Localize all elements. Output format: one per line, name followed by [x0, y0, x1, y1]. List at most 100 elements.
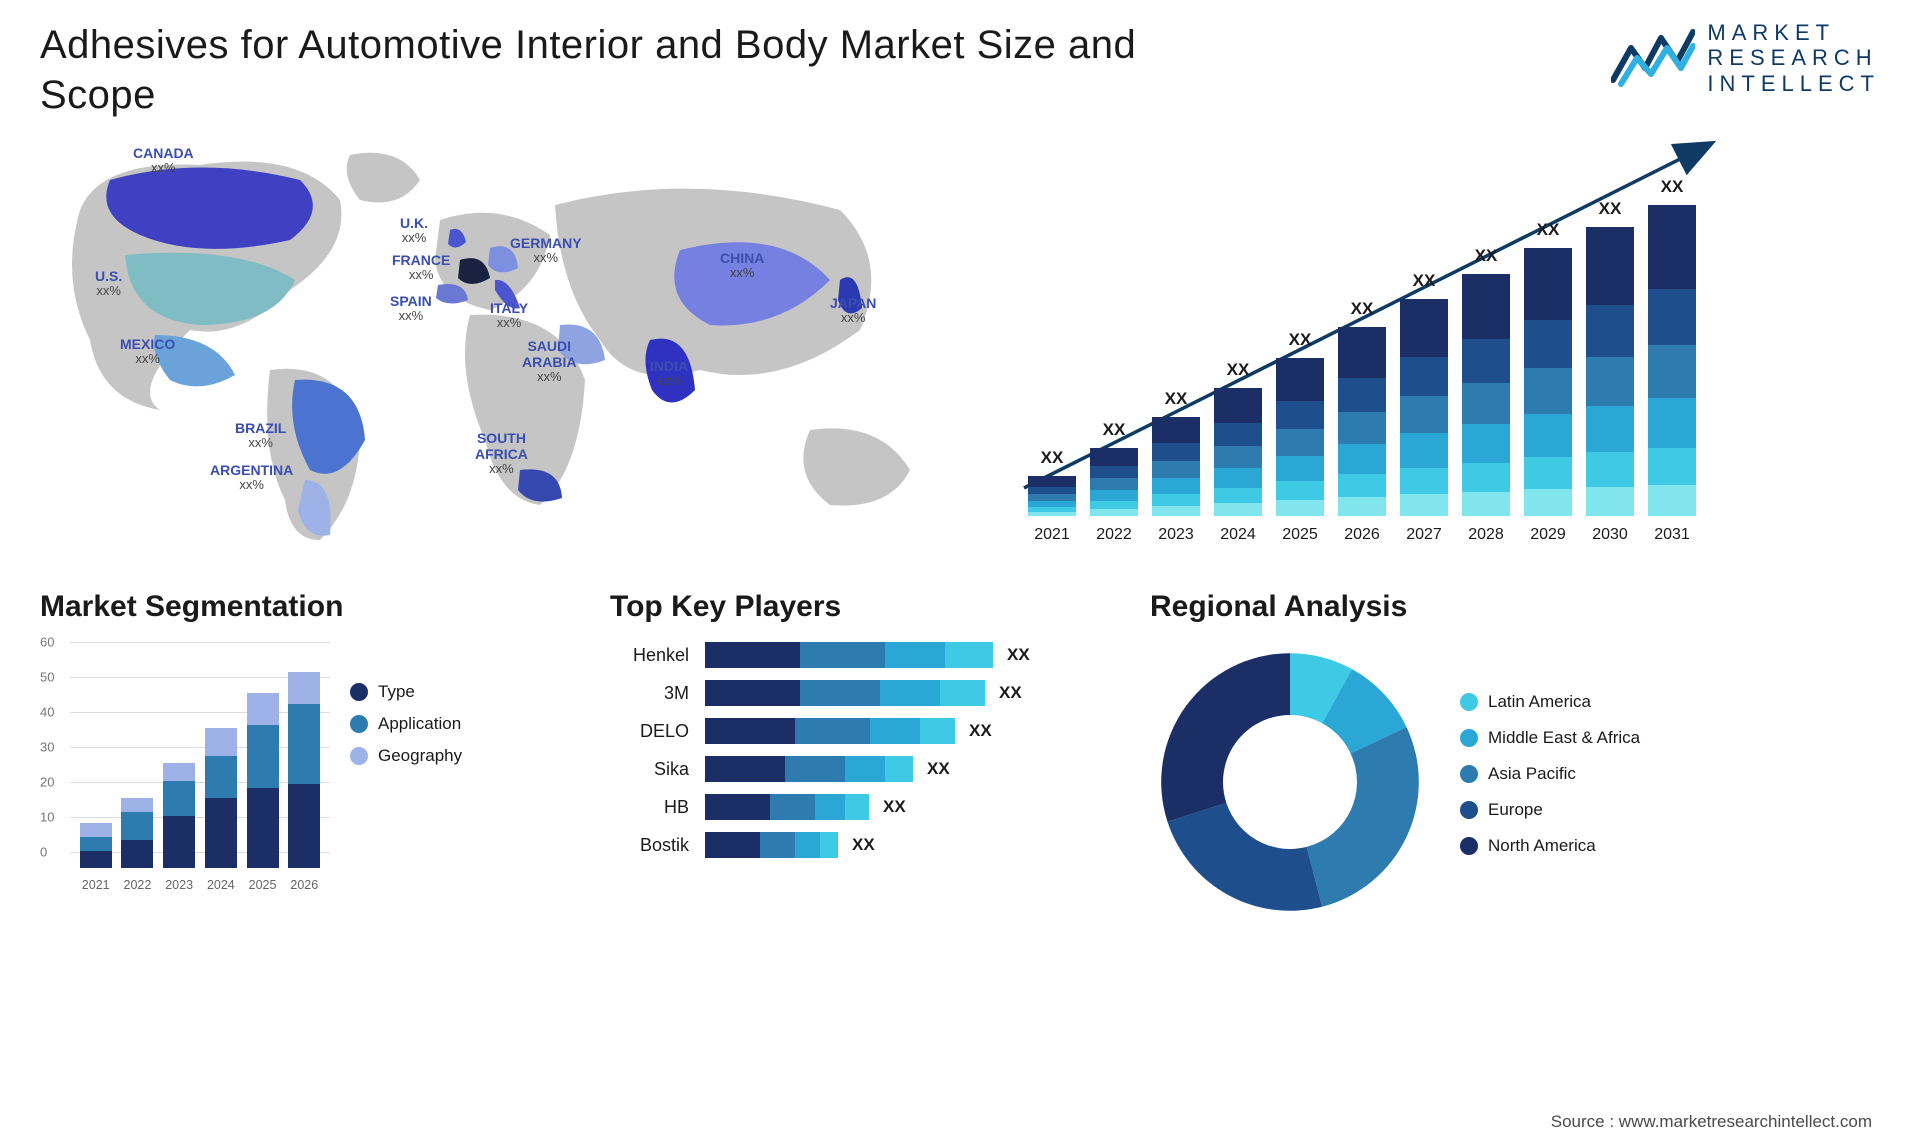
- forecast-bar-seg: [1276, 500, 1324, 516]
- legend-label: Application: [378, 714, 461, 734]
- forecast-bar-seg: [1648, 289, 1696, 345]
- forecast-bar-seg: [1214, 388, 1262, 423]
- seg-bar-2026: [288, 672, 320, 868]
- forecast-bar-value: XX: [1214, 360, 1262, 380]
- kp-bar-seg: [870, 718, 920, 744]
- seg-bar-seg: [247, 693, 279, 725]
- kp-name: Henkel: [610, 645, 705, 666]
- map-label-germany: GERMANYxx%: [510, 235, 582, 266]
- seg-bar-seg: [205, 728, 237, 756]
- page-header: Adhesives for Automotive Interior and Bo…: [40, 20, 1880, 120]
- seg-bar-seg: [247, 788, 279, 869]
- forecast-bar-seg: [1400, 357, 1448, 396]
- forecast-bar-seg: [1648, 398, 1696, 448]
- kp-bar-seg: [705, 756, 785, 782]
- donut-legend-item: North America: [1460, 836, 1640, 856]
- segmentation-title: Market Segmentation: [40, 590, 570, 624]
- forecast-bar-value: XX: [1028, 448, 1076, 468]
- key-players-panel: Top Key Players HenkelXX3MXXDELOXXSikaXX…: [610, 590, 1110, 922]
- kp-value: XX: [1007, 645, 1030, 665]
- kp-bar-seg: [885, 642, 945, 668]
- forecast-bar-seg: [1214, 503, 1262, 516]
- legend-swatch: [1460, 693, 1478, 711]
- kp-bar-seg: [800, 680, 880, 706]
- forecast-bar-seg: [1400, 396, 1448, 433]
- key-players-title: Top Key Players: [610, 590, 1110, 624]
- forecast-bar-seg: [1214, 446, 1262, 468]
- seg-bar-seg: [205, 756, 237, 798]
- seg-xlabel: 2026: [288, 878, 320, 892]
- seg-bar-seg: [288, 672, 320, 704]
- seg-ytick: 60: [40, 635, 54, 650]
- kp-bar-seg: [815, 794, 845, 820]
- donut-slice: [1307, 727, 1419, 907]
- kp-bar-seg: [760, 832, 795, 858]
- seg-ytick: 20: [40, 775, 54, 790]
- forecast-bar-seg: [1524, 248, 1572, 320]
- forecast-bar-seg: [1090, 466, 1138, 478]
- kp-bar-seg: [940, 680, 985, 706]
- seg-ytick: 10: [40, 810, 54, 825]
- legend-label: Geography: [378, 746, 462, 766]
- forecast-bar-seg: [1462, 383, 1510, 424]
- forecast-bar-seg: [1648, 345, 1696, 398]
- forecast-bar-seg: [1090, 509, 1138, 516]
- kp-bar-seg: [885, 756, 913, 782]
- map-label-south_africa: SOUTHAFRICAxx%: [475, 430, 528, 477]
- forecast-bar-seg: [1028, 487, 1076, 494]
- kp-row-3m: 3MXX: [610, 680, 1110, 706]
- legend-swatch: [1460, 765, 1478, 783]
- forecast-bar-seg: [1524, 457, 1572, 489]
- forecast-bar-2025: XX: [1276, 358, 1324, 516]
- seg-bar-2023: [163, 763, 195, 868]
- world-map-svg: [40, 140, 980, 540]
- map-label-argentina: ARGENTINAxx%: [210, 462, 293, 493]
- seg-bar-2021: [80, 823, 112, 869]
- top-row: CANADAxx%U.S.xx%MEXICOxx%BRAZILxx%ARGENT…: [40, 140, 1880, 550]
- seg-bar-seg: [80, 837, 112, 851]
- map-label-uk: U.K.xx%: [400, 215, 428, 246]
- legend-label: Europe: [1488, 800, 1543, 820]
- forecast-bar-value: XX: [1152, 389, 1200, 409]
- forecast-xlabel: 2022: [1090, 526, 1138, 544]
- forecast-bar-2024: XX: [1214, 388, 1262, 516]
- seg-bar-seg: [205, 798, 237, 868]
- regional-panel: Regional Analysis Latin AmericaMiddle Ea…: [1150, 590, 1880, 922]
- seg-bar-seg: [288, 784, 320, 868]
- kp-row-sika: SikaXX: [610, 756, 1110, 782]
- legend-swatch: [1460, 801, 1478, 819]
- kp-bar-seg: [795, 718, 870, 744]
- forecast-bar-2023: XX: [1152, 417, 1200, 516]
- regional-donut: [1150, 642, 1430, 922]
- kp-bar-seg: [845, 794, 869, 820]
- donut-legend-item: Europe: [1460, 800, 1640, 820]
- forecast-bar-seg: [1524, 368, 1572, 414]
- forecast-bar-seg: [1338, 474, 1386, 497]
- world-map: CANADAxx%U.S.xx%MEXICOxx%BRAZILxx%ARGENT…: [40, 140, 980, 550]
- forecast-bar-2030: XX: [1586, 227, 1634, 516]
- map-label-france: FRANCExx%: [392, 252, 450, 283]
- seg-bar-seg: [121, 840, 153, 868]
- forecast-bar-seg: [1090, 448, 1138, 466]
- forecast-bar-seg: [1586, 357, 1634, 406]
- forecast-xlabel: 2030: [1586, 526, 1634, 544]
- page-title: Adhesives for Automotive Interior and Bo…: [40, 20, 1140, 120]
- forecast-bar-seg: [1276, 481, 1324, 500]
- legend-swatch: [350, 715, 368, 733]
- forecast-bar-value: XX: [1338, 299, 1386, 319]
- forecast-bar-seg: [1152, 506, 1200, 516]
- kp-bar: [705, 680, 985, 706]
- legend-swatch: [1460, 729, 1478, 747]
- forecast-bar-seg: [1338, 378, 1386, 412]
- seg-bar-2022: [121, 798, 153, 868]
- regional-legend: Latin AmericaMiddle East & AfricaAsia Pa…: [1460, 692, 1640, 872]
- kp-row-hb: HBXX: [610, 794, 1110, 820]
- forecast-bar-seg: [1276, 401, 1324, 429]
- segmentation-legend: TypeApplicationGeography: [350, 682, 462, 778]
- kp-value: XX: [927, 759, 950, 779]
- legend-label: Latin America: [1488, 692, 1591, 712]
- forecast-bar-seg: [1462, 424, 1510, 463]
- forecast-bar-seg: [1338, 497, 1386, 516]
- kp-row-bostik: BostikXX: [610, 832, 1110, 858]
- kp-name: HB: [610, 797, 705, 818]
